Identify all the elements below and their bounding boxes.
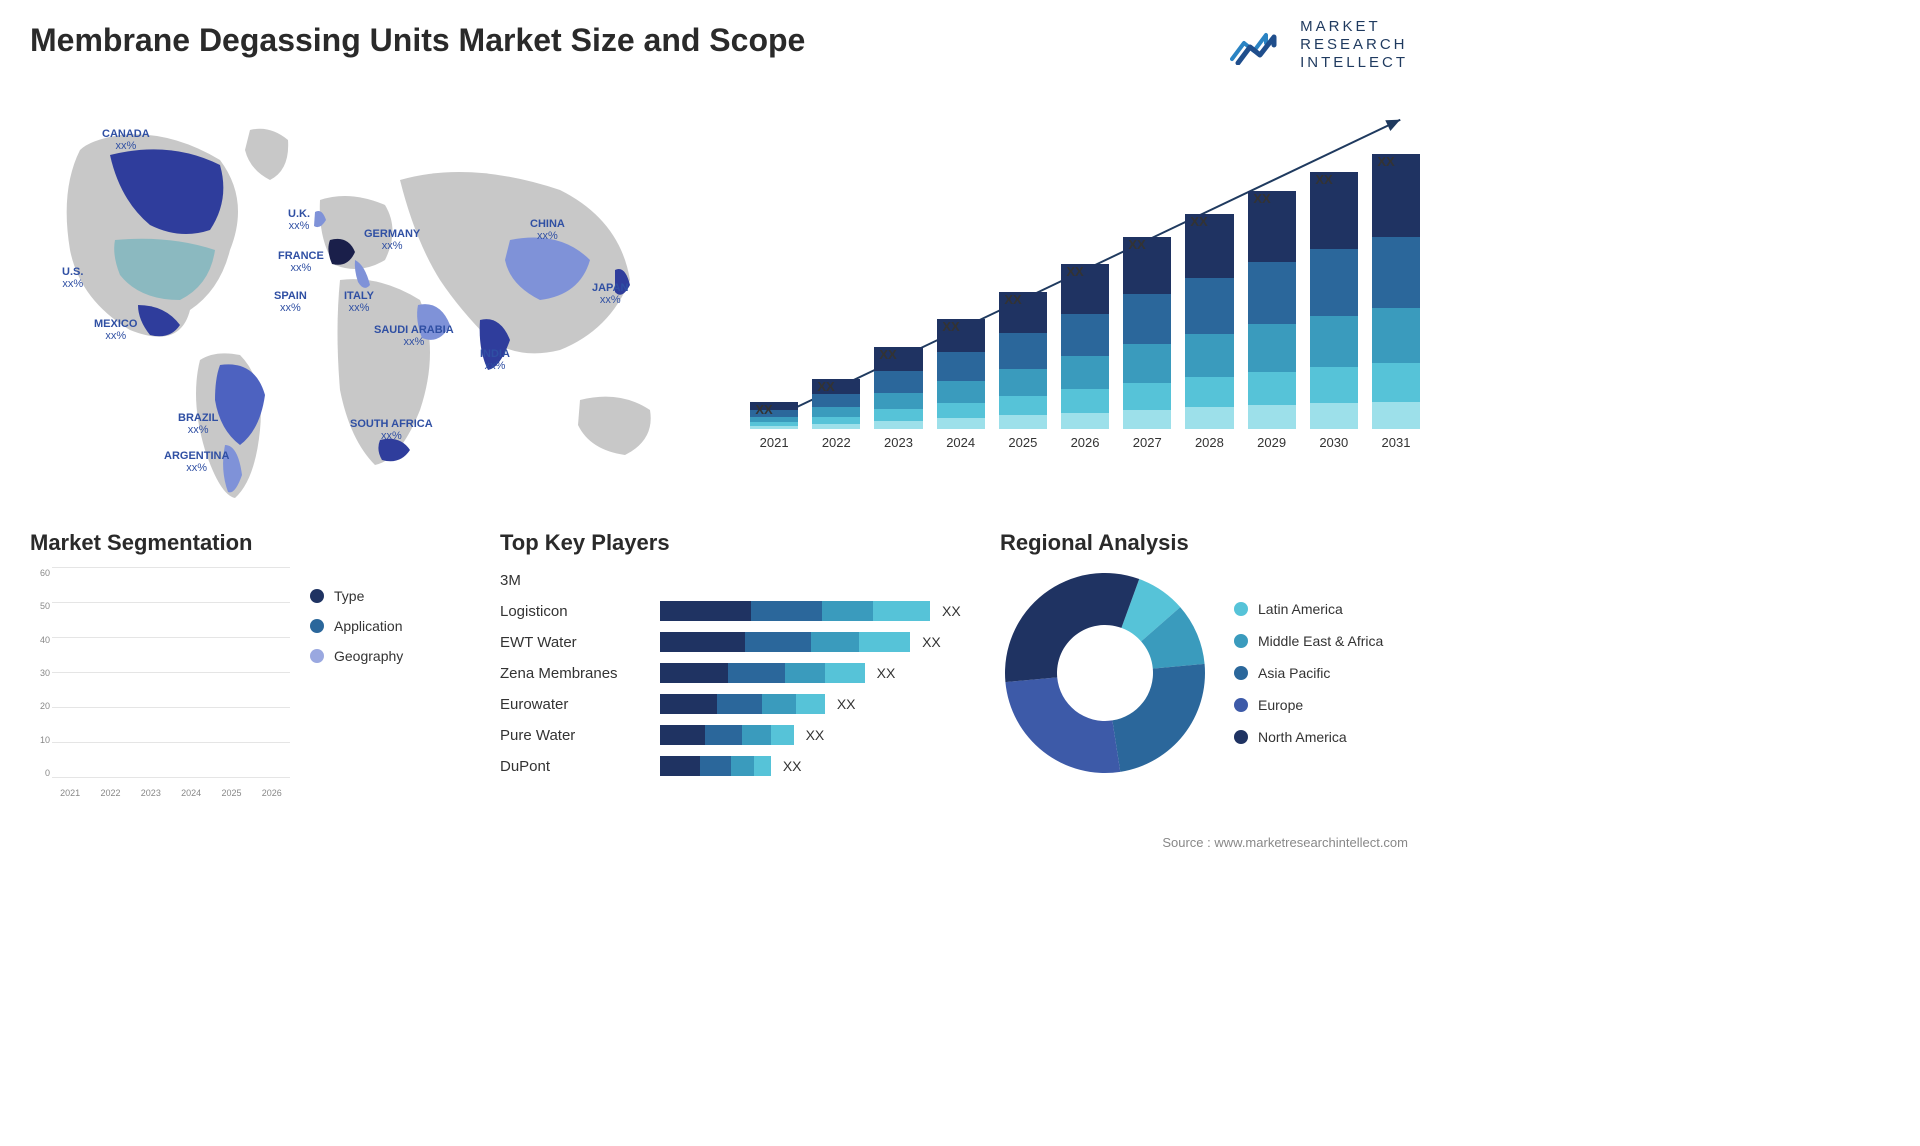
source-citation: Source : www.marketresearchintellect.com [1162,835,1408,850]
key-player-label: DuPont [500,758,660,775]
key-players-section: Top Key Players 3M Logisticon XX EWT Water X… [500,530,980,785]
key-player-value: XX [837,696,856,712]
key-player-row: Zena Membranes XX [500,661,980,685]
regional-analysis-section: Regional Analysis Latin America Middle Ea… [1000,530,1430,778]
logo-text-3: INTELLECT [1300,54,1408,72]
key-player-value: XX [922,634,941,650]
map-country-label: BRAZILxx% [178,412,218,436]
map-country-label: ARGENTINAxx% [164,450,229,474]
key-player-label: Eurowater [500,696,660,713]
regional-legend-item: North America [1234,729,1383,745]
map-country-label: SPAINxx% [274,290,307,314]
main-bar-value-label: XX [1253,191,1270,206]
regional-legend-item: Latin America [1234,601,1383,617]
logo-mark-icon [1230,25,1288,65]
map-country-label: MEXICOxx% [94,318,137,342]
main-bar-column: 2029 [1248,191,1296,450]
main-bar-column: 2023 [874,347,922,451]
main-bar-value-label: XX [942,319,959,334]
main-bar-year-label: 2029 [1257,435,1286,450]
segmentation-legend-item: Application [310,618,403,634]
main-bar-year-label: 2030 [1319,435,1348,450]
main-bar-value-label: XX [1377,154,1394,169]
main-bar-value-label: XX [1066,264,1083,279]
main-bar-column: 2031 [1372,154,1420,450]
brand-logo: MARKET RESEARCH INTELLECT [1230,18,1408,72]
key-player-row: EWT Water XX [500,630,980,654]
main-bar-column: 2025 [999,292,1047,451]
map-country-label: SAUDI ARABIAxx% [374,324,454,348]
main-bar-column: 2024 [937,319,985,450]
main-bar-year-label: 2022 [822,435,851,450]
world-map: CANADAxx% U.S.xx% MEXICOxx% BRAZILxx% ARGENT… [20,100,720,510]
segmentation-legend-item: Type [310,588,403,604]
main-bar-year-label: 2028 [1195,435,1224,450]
key-players-title: Top Key Players [500,530,980,556]
main-bar-value-label: XX [1190,214,1207,229]
main-bar-year-label: 2027 [1133,435,1162,450]
logo-text-1: MARKET [1300,18,1408,36]
key-player-value: XX [942,603,961,619]
map-country-label: U.K.xx% [288,208,310,232]
main-bar-value-label: XX [755,402,772,417]
map-country-label: CHINAxx% [530,218,565,242]
key-player-value: XX [783,758,802,774]
main-bar-column: 2026 [1061,264,1109,450]
map-country-label: GERMANYxx% [364,228,420,252]
key-player-row: Logisticon XX [500,599,980,623]
segmentation-title: Market Segmentation [30,530,470,556]
main-bar-value-label: XX [1315,172,1332,187]
map-country-label: INDIAxx% [480,348,510,372]
main-bar-year-label: 2023 [884,435,913,450]
key-player-row: Pure Water XX [500,723,980,747]
main-bar-year-label: 2021 [760,435,789,450]
map-country-label: U.S.xx% [62,266,83,290]
regional-title: Regional Analysis [1000,530,1430,556]
main-bar-column: 2027 [1123,237,1171,451]
main-bar-year-label: 2025 [1008,435,1037,450]
main-bar-year-label: 2026 [1071,435,1100,450]
key-player-value: XX [877,665,896,681]
key-player-row: Eurowater XX [500,692,980,716]
key-player-value: XX [806,727,825,743]
page-title: Membrane Degassing Units Market Size and… [30,22,805,59]
regional-donut-chart [1000,568,1210,778]
key-player-label: Zena Membranes [500,665,660,682]
main-bar-year-label: 2031 [1382,435,1411,450]
key-player-label: Pure Water [500,727,660,744]
market-segmentation-section: Market Segmentation 0102030405060 202120… [30,530,470,798]
main-bar-value-label: XX [879,347,896,362]
main-bar-value-label: XX [1128,237,1145,252]
regional-legend-item: Asia Pacific [1234,665,1383,681]
map-country-label: FRANCExx% [278,250,324,274]
main-bar-column: 2028 [1185,214,1233,450]
main-bar-column: 2030 [1310,172,1358,450]
map-country-label: ITALYxx% [344,290,374,314]
segmentation-chart: 0102030405060 202120222023202420252026 [30,568,290,798]
key-player-label: EWT Water [500,634,660,651]
regional-legend-item: Middle East & Africa [1234,633,1383,649]
map-country-label: JAPANxx% [592,282,628,306]
main-bar-value-label: XX [1004,292,1021,307]
key-player-row: 3M [500,568,980,592]
regional-legend-item: Europe [1234,697,1383,713]
regional-legend: Latin America Middle East & Africa Asia Pa… [1234,601,1383,745]
map-country-label: SOUTH AFRICAxx% [350,418,433,442]
market-size-chart: 2021 2022 2023 2024 2025 2026 2027 2028 2029 2030… [740,100,1420,480]
main-bar-value-label: XX [817,379,834,394]
key-player-label: 3M [500,572,660,589]
segmentation-legend-item: Geography [310,648,403,664]
key-player-row: DuPont XX [500,754,980,778]
main-bar-year-label: 2024 [946,435,975,450]
segmentation-legend: Type Application Geography [310,588,403,798]
logo-text-2: RESEARCH [1300,36,1408,54]
map-country-label: CANADAxx% [102,128,150,152]
key-player-label: Logisticon [500,603,660,620]
